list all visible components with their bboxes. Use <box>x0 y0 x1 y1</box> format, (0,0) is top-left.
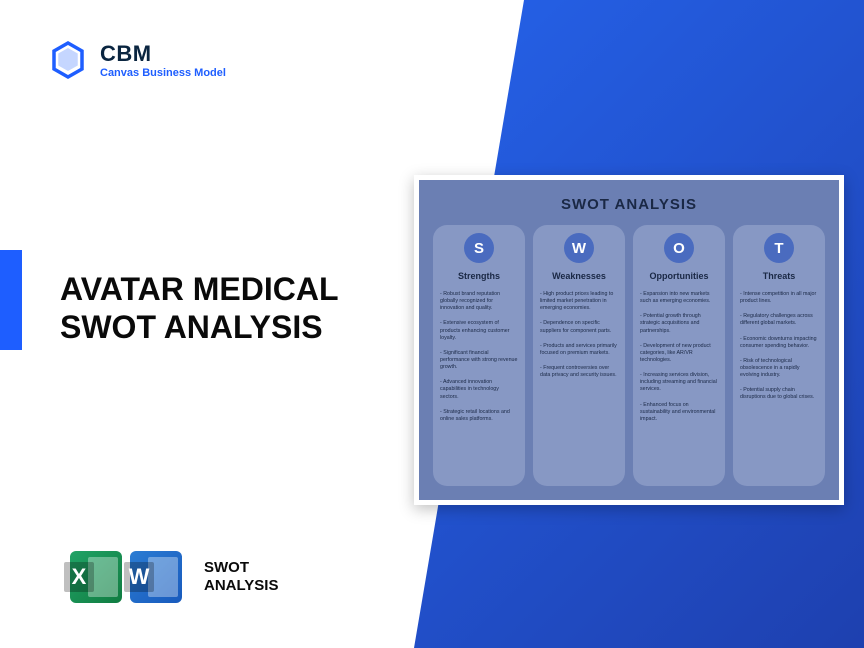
swot-columns: S Strengths - Robust brand reputation gl… <box>433 225 825 486</box>
swot-letter-o: O <box>664 233 694 263</box>
swot-items-weaknesses: - High product prices leading to limited… <box>540 291 618 379</box>
swot-item: - High product prices leading to limited… <box>540 291 618 312</box>
swot-item: - Products and services primarily focuse… <box>540 343 618 357</box>
swot-letter-s: S <box>464 233 494 263</box>
footer-label-2: ANALYSIS <box>204 577 278 594</box>
swot-item: - Intense competition in all major produ… <box>740 291 818 305</box>
swot-letter-t: T <box>764 233 794 263</box>
swot-item: - Risk of technological obsolescence in … <box>740 358 818 379</box>
swot-item: - Regulatory challenges across different… <box>740 313 818 327</box>
swot-item: - Expansion into new markets such as eme… <box>640 291 718 305</box>
swot-items-threats: - Intense competition in all major produ… <box>740 291 818 402</box>
page-title: AVATAR MEDICAL SWOT ANALYSIS <box>60 270 338 347</box>
word-letter: W <box>124 562 154 592</box>
swot-item: - Robust brand reputation globally recog… <box>440 291 518 312</box>
swot-label-weaknesses: Weaknesses <box>552 271 606 281</box>
swot-item: - Potential growth through strategic acq… <box>640 313 718 334</box>
footer-apps: X W SWOT ANALYSIS <box>70 551 278 603</box>
swot-item: - Potential supply chain disruptions due… <box>740 387 818 401</box>
swot-label-threats: Threats <box>763 271 796 281</box>
logo-title: CBM <box>100 41 226 67</box>
swot-item: - Advanced innovation capabilities in te… <box>440 379 518 400</box>
swot-col-strengths: S Strengths - Robust brand reputation gl… <box>433 225 525 486</box>
title-line-2: SWOT ANALYSIS <box>60 309 323 345</box>
left-accent-bar <box>0 250 22 350</box>
swot-label-strengths: Strengths <box>458 271 500 281</box>
swot-item: - Significant financial performance with… <box>440 350 518 371</box>
swot-letter-w: W <box>564 233 594 263</box>
title-line-1: AVATAR MEDICAL <box>60 271 338 307</box>
logo-icon <box>48 40 88 80</box>
swot-item: - Strategic retail locations and online … <box>440 409 518 423</box>
swot-card-title: SWOT ANALYSIS <box>433 196 825 213</box>
brand-logo: CBM Canvas Business Model <box>48 40 226 80</box>
swot-items-opportunities: - Expansion into new markets such as eme… <box>640 291 718 423</box>
swot-item: - Dependence on specific suppliers for c… <box>540 320 618 334</box>
swot-items-strengths: - Robust brand reputation globally recog… <box>440 291 518 423</box>
excel-letter: X <box>64 562 94 592</box>
swot-item: - Increasing services division, includin… <box>640 372 718 393</box>
swot-card: SWOT ANALYSIS S Strengths - Robust brand… <box>414 175 844 505</box>
swot-col-threats: T Threats - Intense competition in all m… <box>733 225 825 486</box>
swot-item: - Frequent controversies over data priva… <box>540 365 618 379</box>
swot-item: - Economic downturns impacting consumer … <box>740 336 818 350</box>
swot-item: - Enhanced focus on sustainability and e… <box>640 402 718 423</box>
footer-label-1: SWOT <box>204 559 249 576</box>
swot-item: - Extensive ecosystem of products enhanc… <box>440 320 518 341</box>
excel-icon: X <box>70 551 122 603</box>
word-icon: W <box>130 551 182 603</box>
swot-item: - Development of new product categories,… <box>640 343 718 364</box>
swot-col-opportunities: O Opportunities - Expansion into new mar… <box>633 225 725 486</box>
swot-label-opportunities: Opportunities <box>650 271 709 281</box>
logo-subtitle: Canvas Business Model <box>100 67 226 79</box>
footer-label: SWOT ANALYSIS <box>204 559 278 595</box>
swot-col-weaknesses: W Weaknesses - High product prices leadi… <box>533 225 625 486</box>
